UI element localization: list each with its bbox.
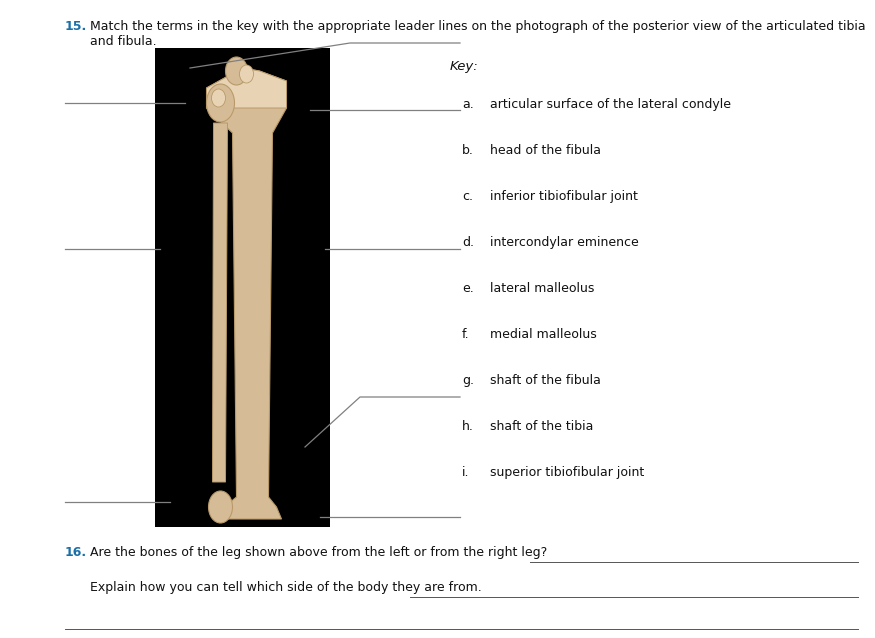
- Text: c.: c.: [462, 190, 473, 203]
- Text: 15.: 15.: [65, 20, 88, 33]
- Text: h.: h.: [462, 420, 474, 433]
- Polygon shape: [206, 68, 286, 519]
- Text: Are the bones of the leg shown above from the left or from the right leg?: Are the bones of the leg shown above fro…: [90, 546, 547, 559]
- Ellipse shape: [226, 57, 248, 85]
- Text: b.: b.: [462, 144, 474, 157]
- Text: e.: e.: [462, 282, 473, 295]
- Bar: [155, 48, 330, 527]
- Text: inferior tibiofibular joint: inferior tibiofibular joint: [490, 190, 638, 203]
- Ellipse shape: [240, 65, 254, 83]
- Text: d.: d.: [462, 236, 474, 249]
- Text: head of the fibula: head of the fibula: [490, 144, 601, 157]
- Polygon shape: [206, 68, 286, 108]
- Ellipse shape: [206, 84, 235, 122]
- Text: g.: g.: [462, 374, 474, 387]
- Text: Key:: Key:: [450, 60, 479, 73]
- Text: f.: f.: [462, 328, 470, 341]
- Text: a.: a.: [462, 98, 473, 111]
- Ellipse shape: [212, 89, 226, 107]
- Text: shaft of the fibula: shaft of the fibula: [490, 374, 601, 387]
- Polygon shape: [213, 123, 228, 482]
- Text: Match the terms in the key with the appropriate leader lines on the photograph o: Match the terms in the key with the appr…: [90, 20, 865, 33]
- Text: medial malleolus: medial malleolus: [490, 328, 597, 341]
- Text: shaft of the tibia: shaft of the tibia: [490, 420, 593, 433]
- Text: Explain how you can tell which side of the body they are from.: Explain how you can tell which side of t…: [90, 581, 482, 594]
- Text: 16.: 16.: [65, 546, 88, 559]
- Text: lateral malleolus: lateral malleolus: [490, 282, 594, 295]
- Text: i.: i.: [462, 466, 470, 479]
- Ellipse shape: [208, 491, 233, 523]
- Text: intercondylar eminence: intercondylar eminence: [490, 236, 639, 249]
- Text: superior tibiofibular joint: superior tibiofibular joint: [490, 466, 644, 479]
- Text: and fibula.: and fibula.: [90, 35, 157, 48]
- Text: articular surface of the lateral condyle: articular surface of the lateral condyle: [490, 98, 731, 111]
